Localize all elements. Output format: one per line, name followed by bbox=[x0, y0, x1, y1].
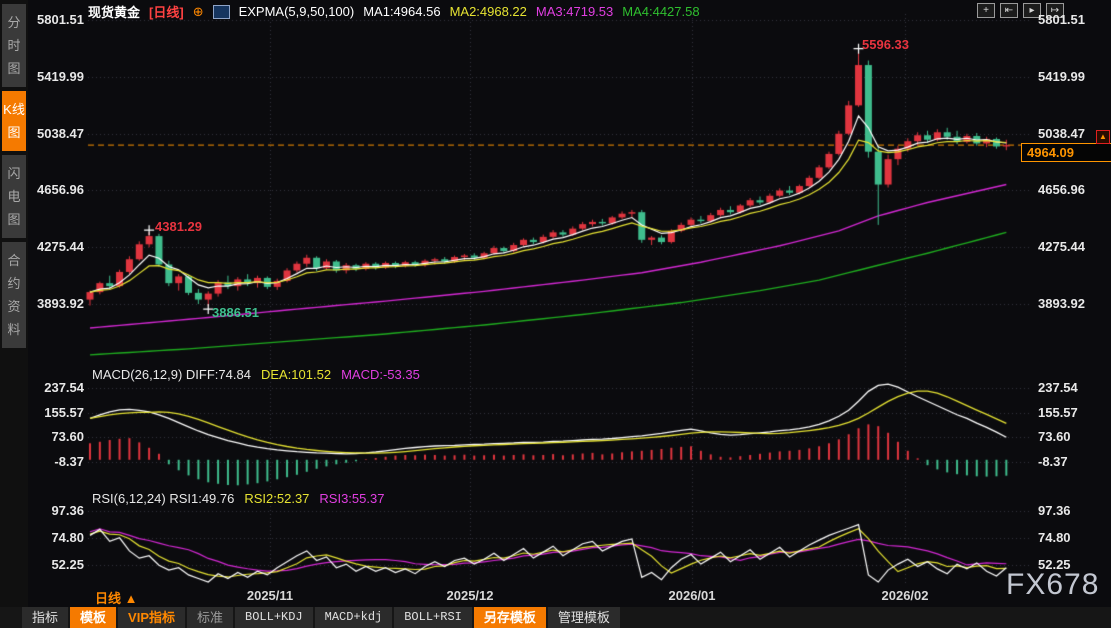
axis-label: 73.60 bbox=[51, 429, 84, 444]
date-label: 2025/11 bbox=[246, 588, 294, 603]
axis-label: 74.80 bbox=[51, 530, 84, 545]
axis-label: 5801.51 bbox=[37, 12, 84, 27]
axis-label: 4656.96 bbox=[1038, 182, 1085, 197]
ma2-value: MA2:4968.22 bbox=[449, 4, 527, 19]
date-label: 2026/01 bbox=[668, 588, 716, 603]
ma1-value: MA1:4964.56 bbox=[363, 4, 441, 19]
swing-low-label: 3886.51 bbox=[212, 305, 259, 320]
axis-label: 155.57 bbox=[44, 405, 84, 420]
axis-label: 3893.92 bbox=[1038, 296, 1085, 311]
axis-label: 52.25 bbox=[1038, 557, 1071, 572]
chart-tool-icons: + ⇤ ▸ ↦ bbox=[977, 3, 1064, 18]
boll-kdj-button[interactable]: BOLL+KDJ bbox=[235, 607, 313, 628]
standard-button[interactable]: 标准 bbox=[187, 607, 234, 628]
ma4-value: MA4:4427.58 bbox=[622, 4, 700, 19]
rsi-label-row: RSI(6,12,24) RSI1:49.76 RSI2:52.37 RSI3:… bbox=[92, 491, 384, 506]
axis-label: 5038.47 bbox=[37, 126, 84, 141]
alert-icon[interactable]: ▲ bbox=[1096, 130, 1110, 144]
date-label: 2026/02 bbox=[881, 588, 929, 603]
time-axis: 日线 ▲ 2025/11 2025/12 2026/01 2026/02 bbox=[0, 585, 1111, 607]
tab-kline-chart[interactable]: K线图 bbox=[2, 91, 26, 151]
axis-label: 3893.92 bbox=[37, 296, 84, 311]
swing-high-label: 4381.29 bbox=[155, 219, 202, 234]
axis-label: 52.25 bbox=[51, 557, 84, 572]
axis-label: 5419.99 bbox=[37, 69, 84, 84]
export-icon[interactable]: ↦ bbox=[1046, 3, 1064, 18]
macd-title: MACD(26,12,9) DIFF:74.84 bbox=[92, 367, 251, 382]
scroll-left-icon[interactable]: ⇤ bbox=[1000, 3, 1018, 18]
manage-template-button[interactable]: 管理模板 bbox=[547, 607, 620, 628]
axis-label: 5801.51 bbox=[1038, 12, 1085, 27]
axis-label: 237.54 bbox=[1038, 380, 1078, 395]
last-price-box: 4964.09 bbox=[1021, 143, 1111, 162]
indicator-chart-icon bbox=[212, 4, 230, 19]
symbol-name: 现货黄金 bbox=[88, 5, 141, 20]
tab-flash-chart[interactable]: 闪电图 bbox=[2, 155, 26, 238]
macd-dea-value: DEA:101.52 bbox=[260, 367, 332, 382]
boll-rsi-button[interactable]: BOLL+RSI bbox=[394, 607, 472, 628]
axis-label: 5038.47 bbox=[1038, 126, 1085, 141]
play-icon[interactable]: ▸ bbox=[1023, 3, 1041, 18]
vip-indicator-button[interactable]: VIP指标 bbox=[118, 607, 185, 628]
axis-label: 237.54 bbox=[44, 380, 84, 395]
macd-label-row: MACD(26,12,9) DIFF:74.84 DEA:101.52 MACD… bbox=[92, 367, 420, 382]
indicator-button[interactable]: 指标 bbox=[22, 607, 69, 628]
save-template-button[interactable]: 另存模板 bbox=[473, 607, 546, 628]
sidebar: 分时图 K线图 闪电图 合约资料 bbox=[0, 0, 28, 607]
axis-label: 155.57 bbox=[1038, 405, 1078, 420]
axis-label: 97.36 bbox=[51, 503, 84, 518]
tab-time-chart[interactable]: 分时图 bbox=[2, 4, 26, 87]
macd-hist-value: MACD:-53.35 bbox=[341, 367, 420, 382]
ma3-value: MA3:4719.53 bbox=[535, 4, 614, 19]
date-label: 2025/12 bbox=[446, 588, 494, 603]
period-tag: [日线] bbox=[149, 5, 184, 20]
crosshair-icon[interactable]: + bbox=[977, 3, 995, 18]
chart-header: 现货黄金 [日线] ⊕ EXPMA(5,9,50,100) MA1:4964.5… bbox=[88, 2, 700, 21]
rsi-title: RSI(6,12,24) RSI1:49.76 bbox=[92, 491, 235, 506]
macd-kdj-button[interactable]: MACD+kdj bbox=[314, 607, 393, 628]
axis-label: 74.80 bbox=[1038, 530, 1071, 545]
axis-label: 4275.44 bbox=[37, 239, 84, 254]
rsi3-value: RSI3:55.37 bbox=[319, 491, 385, 506]
axis-label: -8.37 bbox=[54, 454, 84, 469]
expma-title: EXPMA(5,9,50,100) bbox=[238, 4, 355, 19]
axis-label: 4275.44 bbox=[1038, 239, 1085, 254]
period-selector[interactable]: 日线 ▲ bbox=[95, 591, 138, 606]
axis-label: -8.37 bbox=[1038, 454, 1068, 469]
peak-high-label: 5596.33 bbox=[862, 37, 909, 52]
watermark: FX678 bbox=[1006, 568, 1100, 601]
axis-label: 73.60 bbox=[1038, 429, 1071, 444]
axis-label: 4656.96 bbox=[37, 182, 84, 197]
bottom-toolbar: 指标 模板 VIP指标 标准 BOLL+KDJ MACD+kdj BOLL+RS… bbox=[0, 607, 1111, 628]
rsi2-value: RSI2:52.37 bbox=[244, 491, 310, 506]
tab-contract-info[interactable]: 合约资料 bbox=[2, 242, 26, 348]
template-button[interactable]: 模板 bbox=[70, 607, 117, 628]
axis-label: 5419.99 bbox=[1038, 69, 1085, 84]
add-overlay-icon[interactable]: ⊕ bbox=[192, 3, 204, 19]
axis-label: 97.36 bbox=[1038, 503, 1071, 518]
